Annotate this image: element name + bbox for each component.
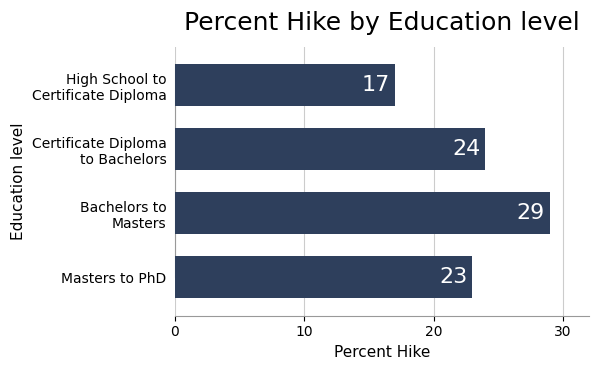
Bar — [175, 65, 395, 106]
Title: Percent Hike by Education level: Percent Hike by Education level — [184, 11, 580, 35]
Bar — [175, 193, 550, 234]
Text: 23: 23 — [439, 267, 467, 287]
Text: 24: 24 — [452, 139, 480, 159]
Text: 29: 29 — [517, 203, 545, 223]
Text: 17: 17 — [361, 75, 389, 95]
Bar — [175, 128, 485, 170]
Y-axis label: Education level: Education level — [11, 122, 26, 240]
Bar — [175, 256, 472, 298]
X-axis label: Percent Hike: Percent Hike — [334, 345, 430, 360]
